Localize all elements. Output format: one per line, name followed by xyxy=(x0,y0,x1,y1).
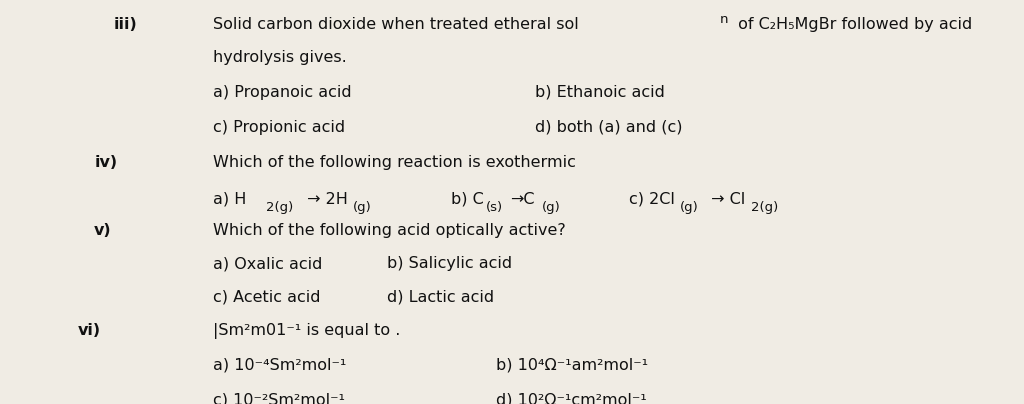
Text: → 2H: → 2H xyxy=(302,192,348,207)
Text: Which of the following reaction is exothermic: Which of the following reaction is exoth… xyxy=(213,155,575,170)
Text: → Cl: → Cl xyxy=(706,192,744,207)
Text: c) Acetic acid: c) Acetic acid xyxy=(213,290,321,305)
Text: n: n xyxy=(720,13,728,26)
Text: iii): iii) xyxy=(114,17,137,32)
Text: of C₂H₅MgBr followed by acid: of C₂H₅MgBr followed by acid xyxy=(733,17,973,32)
Text: a) 10⁻⁴Sm²mol⁻¹: a) 10⁻⁴Sm²mol⁻¹ xyxy=(213,358,346,373)
Text: (g): (g) xyxy=(542,201,561,214)
Text: c) 2Cl: c) 2Cl xyxy=(630,192,675,207)
Text: d) both (a) and (c): d) both (a) and (c) xyxy=(536,120,683,135)
Text: b) C: b) C xyxy=(451,192,483,207)
Text: c) 10⁻²Sm²mol⁻¹: c) 10⁻²Sm²mol⁻¹ xyxy=(213,393,345,404)
Text: vi): vi) xyxy=(77,323,100,338)
Text: |Sm²m01⁻¹ is equal to .: |Sm²m01⁻¹ is equal to . xyxy=(213,323,400,339)
Text: b) Ethanoic acid: b) Ethanoic acid xyxy=(536,85,665,100)
Text: 2(g): 2(g) xyxy=(752,201,778,214)
Text: (g): (g) xyxy=(680,201,698,214)
Text: iv): iv) xyxy=(94,155,118,170)
Text: →C: →C xyxy=(510,192,535,207)
Text: (g): (g) xyxy=(353,201,372,214)
Text: 2(g): 2(g) xyxy=(265,201,293,214)
Text: hydrolysis gives.: hydrolysis gives. xyxy=(213,50,347,65)
Text: v): v) xyxy=(94,223,112,238)
Text: d) 10²Ω⁻¹cm²mol⁻¹: d) 10²Ω⁻¹cm²mol⁻¹ xyxy=(496,393,646,404)
Text: a) Propanoic acid: a) Propanoic acid xyxy=(213,85,351,100)
Text: b) 10⁴Ω⁻¹am²mol⁻¹: b) 10⁴Ω⁻¹am²mol⁻¹ xyxy=(496,358,647,373)
Text: Solid carbon dioxide when treated etheral sol: Solid carbon dioxide when treated ethera… xyxy=(213,17,579,32)
Text: a) Oxalic acid: a) Oxalic acid xyxy=(213,256,323,271)
Text: c) Propionic acid: c) Propionic acid xyxy=(213,120,345,135)
Text: (s): (s) xyxy=(485,201,503,214)
Text: Which of the following acid optically active?: Which of the following acid optically ac… xyxy=(213,223,566,238)
Text: a) H: a) H xyxy=(213,192,247,207)
Text: d) Lactic acid: d) Lactic acid xyxy=(386,290,494,305)
Text: b) Salicylic acid: b) Salicylic acid xyxy=(386,256,512,271)
